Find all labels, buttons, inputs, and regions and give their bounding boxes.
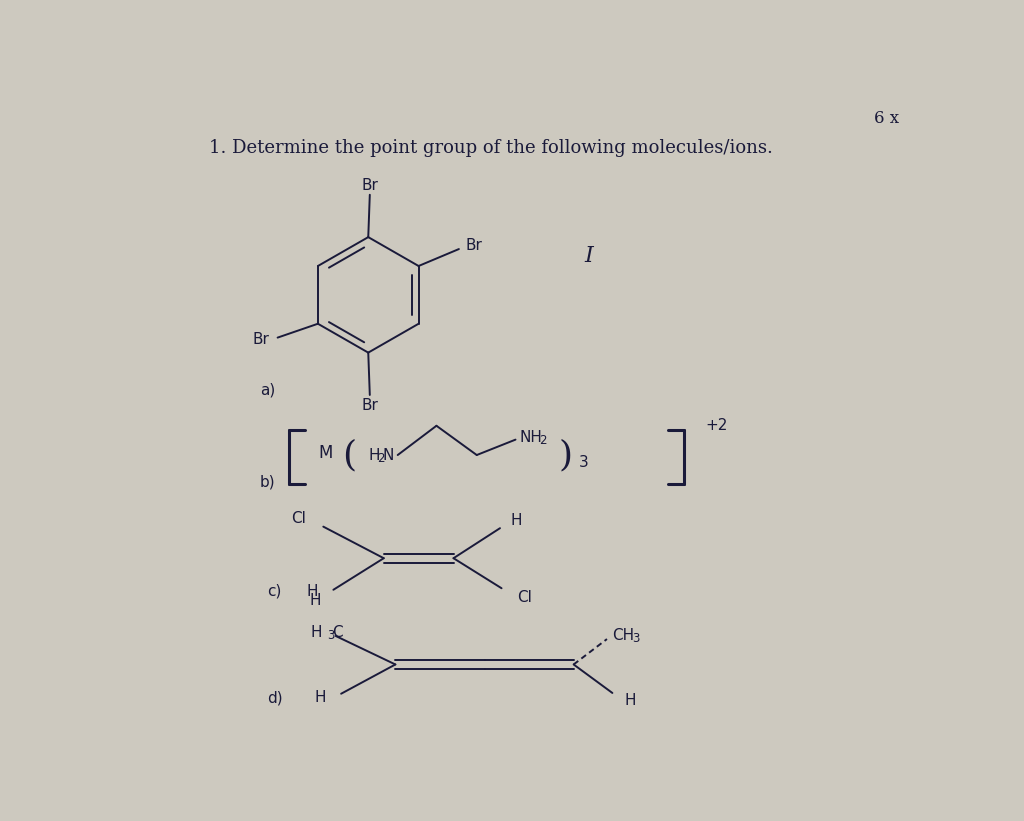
Text: 3: 3 xyxy=(328,630,335,643)
Text: c): c) xyxy=(267,584,282,599)
Text: Br: Br xyxy=(252,332,269,346)
Text: CH: CH xyxy=(612,628,635,643)
Text: 6 x: 6 x xyxy=(874,110,899,127)
Text: H: H xyxy=(369,447,380,462)
Text: I: I xyxy=(585,245,594,268)
Text: H: H xyxy=(624,693,636,709)
Text: ): ) xyxy=(559,438,573,472)
Text: Cl: Cl xyxy=(517,590,531,605)
Text: b): b) xyxy=(260,475,275,489)
Text: H: H xyxy=(306,584,317,599)
Text: a): a) xyxy=(260,382,275,397)
Text: C: C xyxy=(333,626,343,640)
Text: 1. Determine the point group of the following molecules/ions.: 1. Determine the point group of the foll… xyxy=(209,139,773,157)
Text: Br: Br xyxy=(361,178,378,193)
Text: +2: +2 xyxy=(706,418,728,433)
Text: H: H xyxy=(310,626,322,640)
Text: NH: NH xyxy=(519,430,543,445)
Text: H: H xyxy=(511,513,522,528)
Text: d): d) xyxy=(267,690,283,705)
Text: Br: Br xyxy=(466,238,483,254)
Text: Br: Br xyxy=(361,398,378,413)
Text: 2: 2 xyxy=(539,434,546,447)
Text: (: ( xyxy=(342,438,356,472)
Text: Cl: Cl xyxy=(292,511,306,526)
Text: 2: 2 xyxy=(377,452,384,465)
Text: 3: 3 xyxy=(579,455,589,470)
Text: N: N xyxy=(382,447,393,462)
Text: 3: 3 xyxy=(632,632,639,644)
Text: H: H xyxy=(309,593,321,608)
Text: M: M xyxy=(318,443,333,461)
Text: H: H xyxy=(314,690,326,705)
